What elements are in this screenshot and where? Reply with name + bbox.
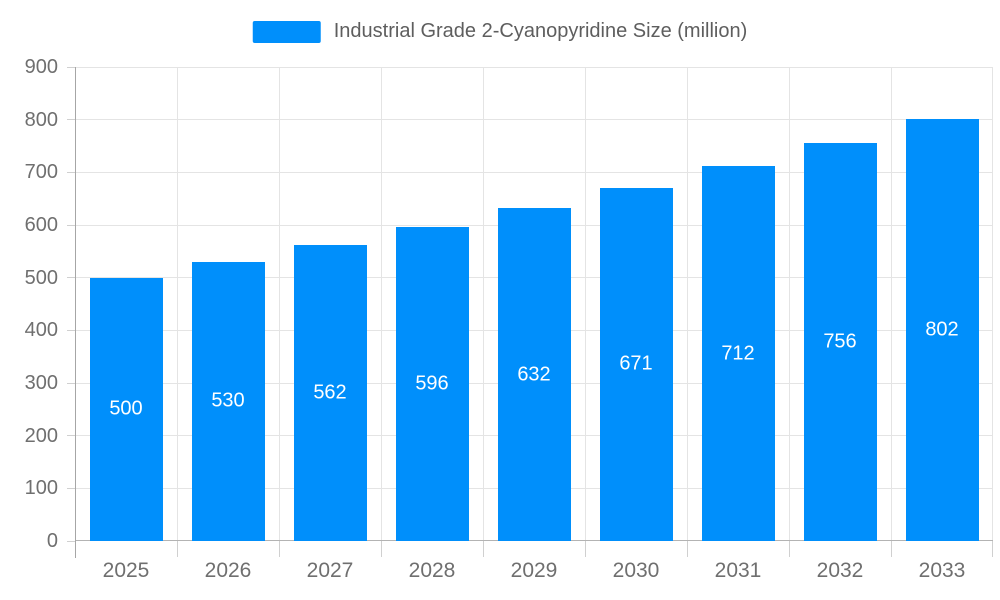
v-gridline	[789, 67, 790, 541]
y-axis-label: 700	[24, 161, 58, 184]
x-axis-tick	[992, 541, 993, 557]
y-axis-tick	[67, 540, 75, 542]
bar-value-label: 530	[211, 389, 245, 412]
v-gridline	[483, 67, 484, 541]
legend-label: Industrial Grade 2-Cyanopyridine Size (m…	[333, 20, 748, 42]
x-axis-label: 2027	[306, 559, 354, 582]
v-gridline	[992, 67, 993, 541]
x-axis-label: 2030	[612, 559, 660, 582]
y-axis-label: 600	[24, 214, 58, 236]
bar-value-label: 671	[619, 352, 653, 375]
y-axis-tick	[67, 171, 75, 173]
bar-value-label: 802	[925, 318, 959, 341]
legend-item[interactable]: Industrial Grade 2-Cyanopyridine Size (m…	[252, 20, 748, 43]
y-axis-tick	[67, 224, 75, 226]
y-axis-tick	[67, 329, 75, 331]
x-axis-label: 2031	[714, 559, 762, 582]
bar-2029[interactable]: 632	[497, 208, 571, 541]
y-axis-line	[75, 67, 76, 558]
x-axis-label: 2028	[408, 559, 456, 582]
y-axis-label: 0	[46, 530, 58, 552]
y-axis-tick	[67, 66, 75, 68]
bar-value-label: 712	[721, 342, 755, 364]
x-axis-tick	[177, 541, 178, 557]
y-axis-label: 100	[24, 477, 58, 500]
bar-2030[interactable]: 671	[599, 187, 673, 541]
x-axis-tick	[483, 541, 484, 557]
x-axis-label: 2025	[102, 559, 150, 582]
bar-2027[interactable]: 562	[293, 245, 367, 541]
y-axis-label: 300	[24, 372, 58, 394]
x-axis-label: 2026	[204, 559, 252, 582]
y-axis-tick	[67, 382, 75, 384]
bar-2028[interactable]: 596	[395, 227, 469, 541]
bar-2031[interactable]: 712	[701, 166, 775, 541]
v-gridline	[891, 67, 892, 541]
x-axis-label: 2029	[510, 559, 558, 582]
v-gridline	[585, 67, 586, 541]
bar-value-label: 756	[823, 330, 857, 353]
y-axis-label: 900	[24, 56, 58, 78]
h-gridline	[75, 66, 993, 68]
v-gridline	[381, 67, 382, 541]
y-axis-tick	[67, 487, 75, 489]
x-axis-tick	[687, 541, 688, 557]
x-axis-tick	[381, 541, 382, 557]
bar-2032[interactable]: 756	[803, 142, 877, 541]
y-axis-label: 400	[24, 319, 58, 342]
x-axis-label: 2033	[918, 559, 966, 582]
bar-value-label: 596	[415, 372, 449, 395]
v-gridline	[687, 67, 688, 541]
y-axis-label: 500	[24, 266, 58, 289]
v-gridline	[177, 67, 178, 541]
y-axis-label: 800	[24, 108, 58, 131]
legend-swatch-icon	[252, 20, 321, 43]
h-gridline	[75, 171, 993, 173]
bar-2025[interactable]: 500	[89, 277, 163, 541]
v-gridline	[279, 67, 280, 541]
h-gridline	[75, 119, 993, 121]
bar-2026[interactable]: 530	[191, 261, 265, 541]
x-axis-label: 2032	[816, 559, 864, 582]
x-axis-tick	[891, 541, 892, 557]
y-axis-tick	[67, 435, 75, 437]
plot-area: 500 530 562 596 632 671 712 756 802	[67, 66, 993, 558]
y-axis-tick	[67, 119, 75, 121]
bar-value-label: 562	[313, 381, 347, 404]
x-axis-tick	[789, 541, 790, 557]
x-axis-tick	[279, 541, 280, 557]
y-axis-tick	[67, 277, 75, 279]
bar-value-label: 500	[109, 397, 143, 420]
y-axis-label: 200	[24, 424, 58, 447]
bar-value-label: 632	[517, 363, 551, 386]
x-axis-tick	[585, 541, 586, 557]
bar-2033[interactable]: 802	[905, 118, 979, 541]
